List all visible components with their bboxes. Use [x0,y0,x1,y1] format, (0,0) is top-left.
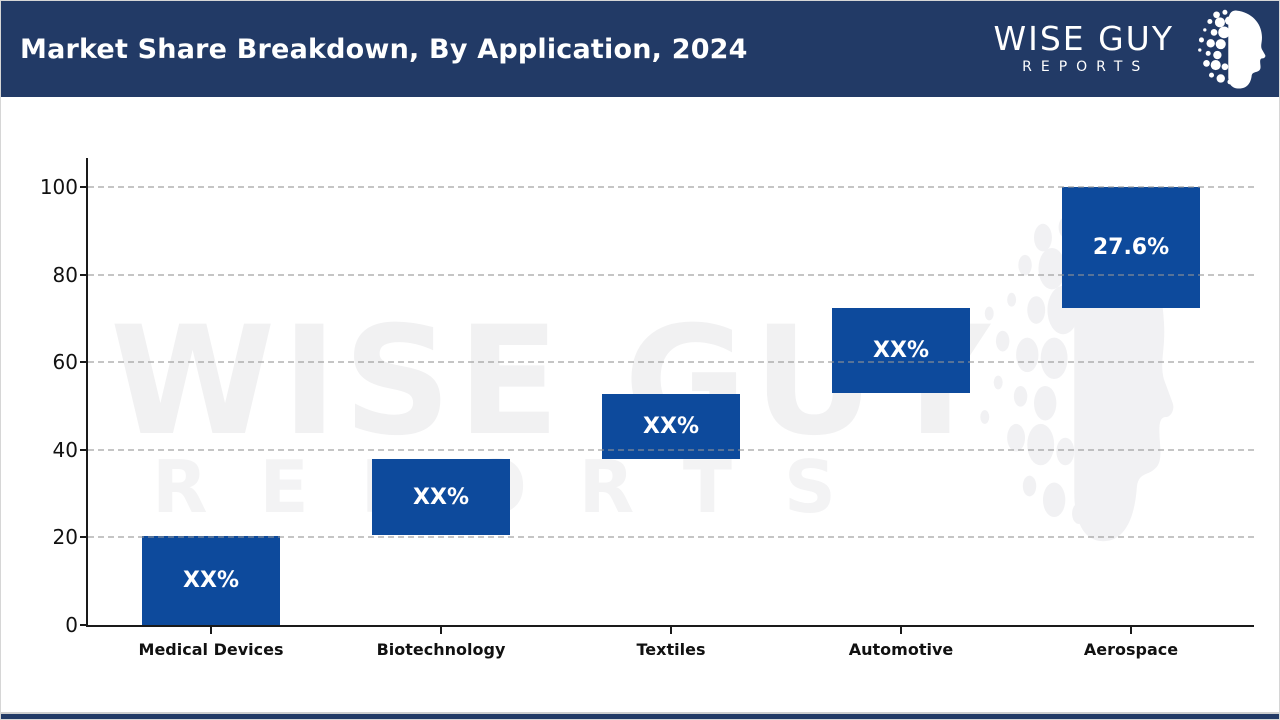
y-tick-mark-40 [80,448,88,451]
wiseguy-head-icon [1178,8,1266,96]
y-tick-mark-0 [80,624,88,626]
bar-automotive: XX% [832,307,970,393]
watermark-reports-text: REPORTS [152,445,888,529]
y-tick-label-60: 60 [52,350,78,375]
bar-value-label-automotive: XX% [873,337,929,363]
x-tick-mark-medical-devices [210,627,212,634]
bar-value-label-textiles: XX% [643,413,699,439]
wiseguy-logo-text: WISE GUY REPORTS [993,19,1174,76]
footer-divider [0,712,1280,714]
logo-reports-label: REPORTS [1022,59,1150,75]
bar-textiles: XX% [602,393,740,459]
x-tick-mark-textiles [670,627,672,634]
x-tick-mark-biotechnology [440,627,442,634]
x-tick-label-medical-devices: Medical Devices [138,640,284,659]
logo-wiseguy-label: WISE GUY [993,19,1174,58]
x-tick-label-biotechnology: Biotechnology [376,640,506,659]
bar-value-label-aerospace: 27.6% [1092,234,1170,260]
x-tick-label-aerospace: Aerospace [1083,640,1179,659]
y-tick-label-100: 100 [39,175,78,199]
y-tick-mark-20 [80,536,88,539]
y-tick-label-40: 40 [52,437,78,462]
bar-medical-devices: XX% [142,536,280,625]
y-tick-mark-100 [80,186,88,188]
wiseguy-logo: WISE GUY REPORTS [993,6,1266,92]
y-tick-label-20: 20 [52,525,78,550]
bar-aerospace: 27.6% [1062,187,1200,308]
bar-value-label-biotechnology: XX% [413,484,469,510]
footer-bar [0,714,1280,720]
bar-value-label-medical-devices: XX% [183,568,239,594]
y-tick-mark-60 [80,361,88,364]
header-banner: Market Share Breakdown, By Application, … [0,0,1280,97]
y-tick-label-80: 80 [52,262,78,287]
y-tick-label-0: 0 [65,613,78,637]
x-tick-mark-aerospace [1130,627,1132,634]
x-tick-mark-automotive [900,627,902,634]
chart-title: Market Share Breakdown, By Application, … [20,34,748,65]
watermark-wiseguy-text: WISE GUY [110,295,996,469]
y-tick-mark-80 [80,273,88,276]
x-axis-line [86,625,1254,627]
y-axis-line [86,158,88,627]
x-tick-label-automotive: Automotive [848,640,954,659]
x-tick-label-textiles: Textiles [636,640,706,659]
bar-biotechnology: XX% [372,458,510,536]
